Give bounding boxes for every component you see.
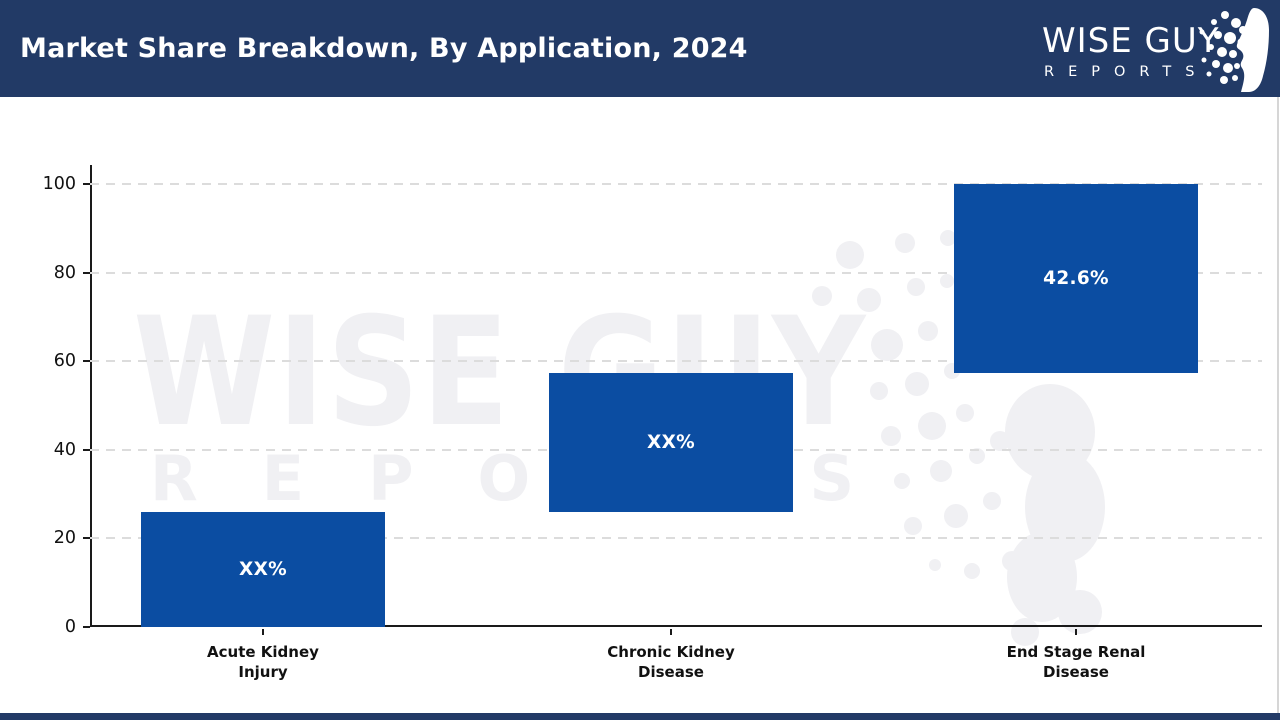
footer-bar xyxy=(0,713,1280,720)
y-tick-label-20: 20 xyxy=(53,528,76,549)
x-tick-mark-end-stage-renal-disease xyxy=(1075,629,1077,635)
bar-value-label-acute-kidney-injury: XX% xyxy=(239,558,287,580)
y-tick-label-40: 40 xyxy=(53,439,76,460)
y-tick-mark-100 xyxy=(83,183,90,186)
right-edge-divider xyxy=(1277,97,1279,713)
y-tick-mark-60 xyxy=(83,360,90,363)
y-tick-label-100: 100 xyxy=(42,174,76,195)
gridline-80 xyxy=(90,271,1262,274)
chart-canvas: WISE GUY REPORTS 0 20 40 60 80 100 XX% Acute Ki… xyxy=(0,97,1280,713)
y-tick-label-0: 0 xyxy=(64,617,76,637)
bar-value-label-end-stage-renal-disease: 42.6% xyxy=(1043,268,1109,290)
gridline-60 xyxy=(90,360,1262,363)
category-label-line: Acute Kidney xyxy=(207,643,319,661)
y-tick-mark-20 xyxy=(83,537,90,540)
y-tick-label-80: 80 xyxy=(53,262,76,283)
category-label-line: Disease xyxy=(1043,663,1109,681)
wise-guy-logo: WISE GUY REPORTS xyxy=(1042,8,1269,92)
x-tick-mark-chronic-kidney-disease xyxy=(670,629,672,635)
category-label-chronic-kidney-disease: Chronic Kidney Disease xyxy=(521,642,821,682)
gridline-100 xyxy=(90,183,1262,186)
logo-reports-text: REPORTS xyxy=(1044,64,1208,80)
category-label-acute-kidney-injury: Acute Kidney Injury xyxy=(113,642,413,682)
gridline-20 xyxy=(90,537,1262,540)
category-label-line: Chronic Kidney xyxy=(607,643,735,661)
bar-chronic-kidney-disease: XX% xyxy=(549,372,793,512)
header-bar: Market Share Breakdown, By Application, … xyxy=(0,0,1280,97)
watermark-dots-face-icon xyxy=(812,230,1105,646)
x-tick-mark-acute-kidney-injury xyxy=(262,629,264,635)
category-label-end-stage-renal-disease: End Stage Renal Disease xyxy=(926,642,1226,682)
bar-end-stage-renal-disease: 42.6% xyxy=(954,184,1198,373)
bar-value-label-chronic-kidney-disease: XX% xyxy=(647,431,695,453)
y-tick-mark-40 xyxy=(83,448,90,451)
category-label-line: Injury xyxy=(238,663,288,681)
y-tick-mark-80 xyxy=(83,271,90,274)
y-tick-mark-0 xyxy=(83,626,90,628)
page-title: Market Share Breakdown, By Application, … xyxy=(20,33,748,64)
category-label-line: Disease xyxy=(638,663,704,681)
plot-area xyxy=(90,165,1262,627)
y-tick-label-60: 60 xyxy=(53,351,76,372)
bar-acute-kidney-injury: XX% xyxy=(141,511,385,627)
logo-dots-face-icon xyxy=(1199,8,1269,92)
logo-brand-text: WISE GUY xyxy=(1042,21,1220,61)
category-label-line: End Stage Renal xyxy=(1006,643,1146,661)
